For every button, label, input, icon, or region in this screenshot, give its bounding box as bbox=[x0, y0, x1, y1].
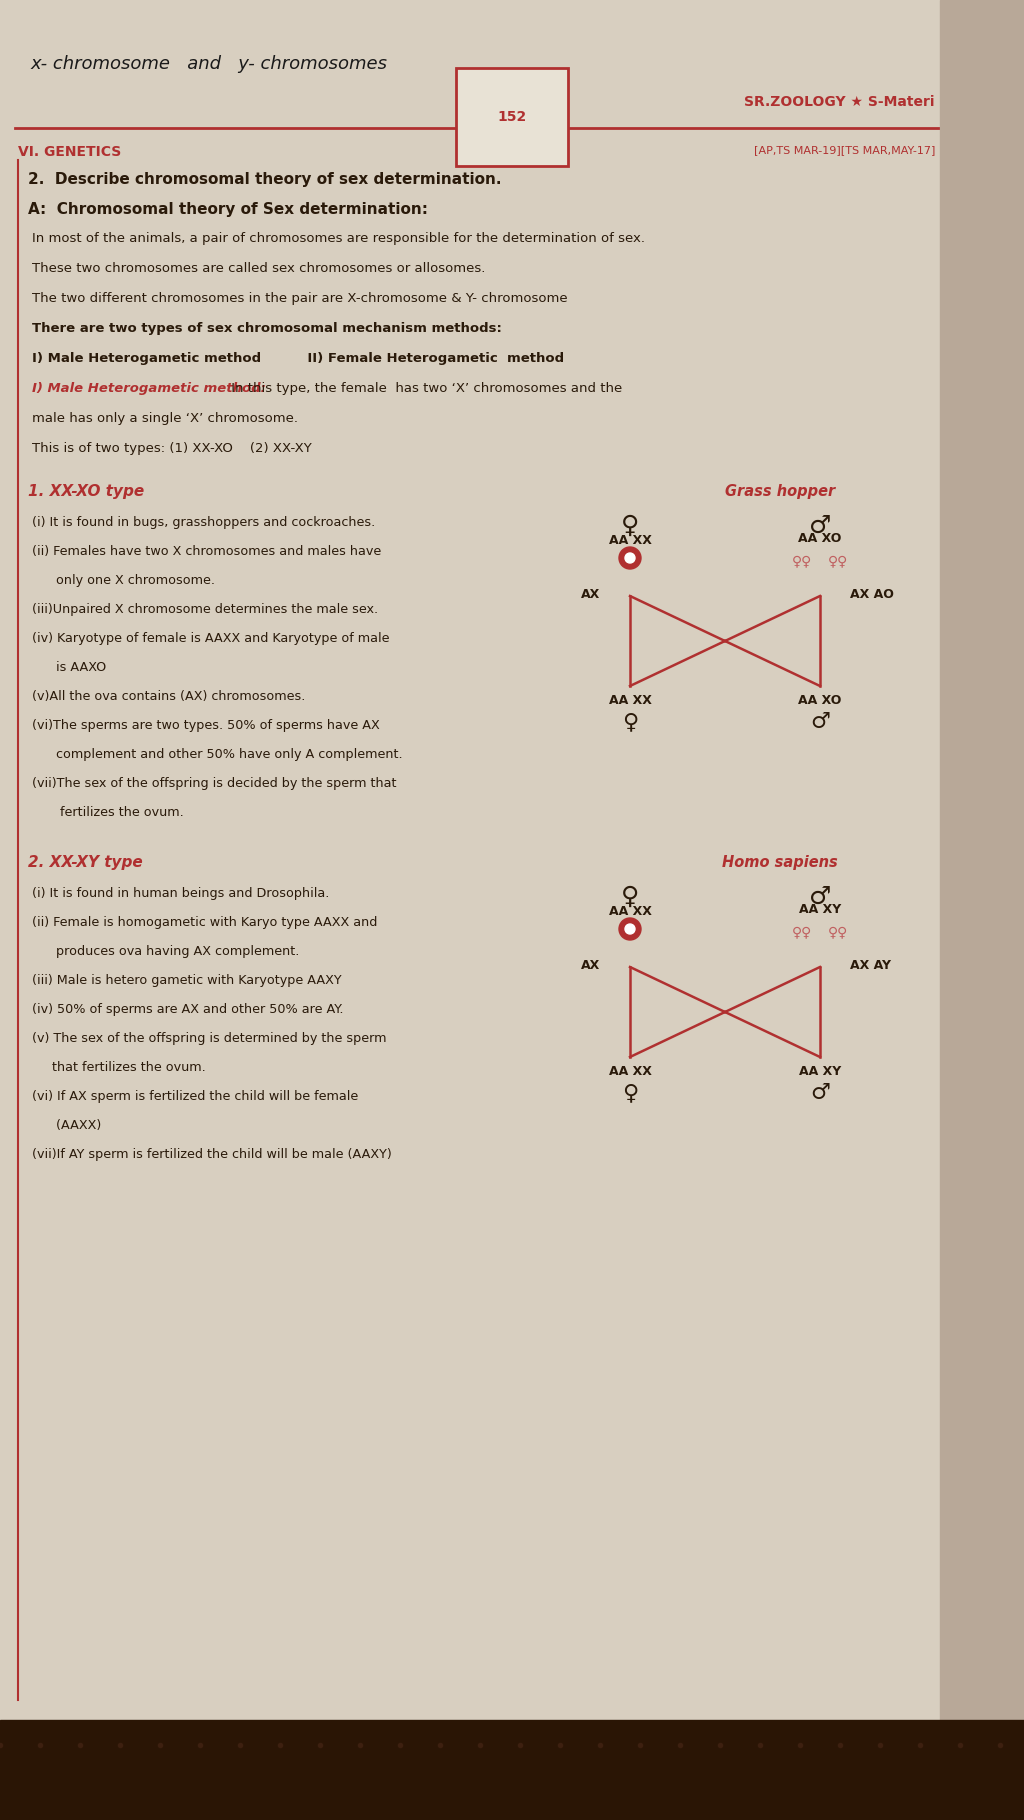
Text: AA XO: AA XO bbox=[799, 693, 842, 706]
Text: In most of the animals, a pair of chromosomes are responsible for the determinat: In most of the animals, a pair of chromo… bbox=[32, 231, 645, 246]
Text: The two different chromosomes in the pair are X-chromosome & Y- chromosome: The two different chromosomes in the pai… bbox=[32, 291, 567, 306]
Text: complement and other 50% have only A complement.: complement and other 50% have only A com… bbox=[32, 748, 402, 761]
Text: AX: AX bbox=[581, 588, 600, 601]
Bar bbox=[940, 0, 1024, 1820]
Text: x- chromosome   and   y- chromosomes: x- chromosome and y- chromosomes bbox=[30, 55, 387, 73]
Text: AX: AX bbox=[581, 959, 600, 972]
Text: This is of two types: (1) XX-XO    (2) XX-XY: This is of two types: (1) XX-XO (2) XX-X… bbox=[32, 442, 311, 455]
Text: 152: 152 bbox=[498, 109, 526, 124]
Text: AA XO: AA XO bbox=[799, 531, 842, 544]
Text: ♀♀: ♀♀ bbox=[792, 553, 812, 568]
Circle shape bbox=[618, 548, 641, 570]
Text: 2.  Describe chromosomal theory of sex determination.: 2. Describe chromosomal theory of sex de… bbox=[28, 173, 502, 187]
Text: (iv) Karyotype of female is AAXX and Karyotype of male: (iv) Karyotype of female is AAXX and Kar… bbox=[32, 632, 389, 644]
Text: ♀: ♀ bbox=[622, 712, 638, 732]
Text: (vi) If AX sperm is fertilized the child will be female: (vi) If AX sperm is fertilized the child… bbox=[32, 1090, 358, 1103]
Text: I) Male Heterogametic method:: I) Male Heterogametic method: bbox=[32, 382, 266, 395]
Text: 2. XX-XY type: 2. XX-XY type bbox=[28, 855, 142, 870]
Text: AA XX: AA XX bbox=[608, 693, 651, 706]
Text: ♂: ♂ bbox=[810, 1083, 830, 1103]
Text: only one X chromosome.: only one X chromosome. bbox=[32, 573, 215, 588]
Text: 1. XX-XO type: 1. XX-XO type bbox=[28, 484, 144, 499]
Text: (ii) Females have two X chromosomes and males have: (ii) Females have two X chromosomes and … bbox=[32, 544, 381, 559]
Text: (vii)If AY sperm is fertilized the child will be male (AAXY): (vii)If AY sperm is fertilized the child… bbox=[32, 1148, 392, 1161]
Text: AA XY: AA XY bbox=[799, 1065, 841, 1077]
Text: ♀: ♀ bbox=[621, 885, 639, 908]
Text: [AP,TS MAR-19][TS MAR,MAY-17]: [AP,TS MAR-19][TS MAR,MAY-17] bbox=[754, 146, 935, 155]
Text: (i) It is found in human beings and Drosophila.: (i) It is found in human beings and Dros… bbox=[32, 886, 330, 901]
Text: (v)All the ova contains (AX) chromosomes.: (v)All the ova contains (AX) chromosomes… bbox=[32, 690, 305, 703]
Text: (vi)The sperms are two types. 50% of sperms have AX: (vi)The sperms are two types. 50% of spe… bbox=[32, 719, 380, 732]
Text: is AAXO: is AAXO bbox=[32, 661, 106, 673]
Text: male has only a single ‘X’ chromosome.: male has only a single ‘X’ chromosome. bbox=[32, 411, 298, 426]
Text: (i) It is found in bugs, grasshoppers and cockroaches.: (i) It is found in bugs, grasshoppers an… bbox=[32, 517, 375, 530]
Text: (iii)Unpaired X chromosome determines the male sex.: (iii)Unpaired X chromosome determines th… bbox=[32, 602, 378, 615]
Text: produces ova having AX complement.: produces ova having AX complement. bbox=[32, 945, 299, 957]
Text: ♀♀: ♀♀ bbox=[792, 925, 812, 939]
Text: In this type, the female  has two ‘X’ chromosomes and the: In this type, the female has two ‘X’ chr… bbox=[227, 382, 623, 395]
Text: (vii)The sex of the offspring is decided by the sperm that: (vii)The sex of the offspring is decided… bbox=[32, 777, 396, 790]
Text: These two chromosomes are called sex chromosomes or allosomes.: These two chromosomes are called sex chr… bbox=[32, 262, 485, 275]
Text: AX AY: AX AY bbox=[850, 959, 891, 972]
Text: ♂: ♂ bbox=[809, 513, 831, 539]
Text: There are two types of sex chromosomal mechanism methods:: There are two types of sex chromosomal m… bbox=[32, 322, 502, 335]
Text: VI. GENETICS: VI. GENETICS bbox=[18, 146, 121, 158]
Text: I) Male Heterogametic method          II) Female Heterogametic  method: I) Male Heterogametic method II) Female … bbox=[32, 351, 564, 366]
Text: AA XY: AA XY bbox=[799, 903, 841, 915]
Text: ♂: ♂ bbox=[810, 712, 830, 732]
Text: (AAXX): (AAXX) bbox=[32, 1119, 101, 1132]
Circle shape bbox=[625, 553, 635, 562]
Text: SR.ZOOLOGY ★ S-Materi: SR.ZOOLOGY ★ S-Materi bbox=[744, 95, 935, 109]
Text: ♀: ♀ bbox=[621, 513, 639, 539]
Text: AX AO: AX AO bbox=[850, 588, 894, 601]
Text: ♀♀: ♀♀ bbox=[827, 925, 848, 939]
Text: fertilizes the ovum.: fertilizes the ovum. bbox=[32, 806, 183, 819]
Text: Homo sapiens: Homo sapiens bbox=[722, 855, 838, 870]
Text: that fertilizes the ovum.: that fertilizes the ovum. bbox=[32, 1061, 206, 1074]
Text: (v) The sex of the offspring is determined by the sperm: (v) The sex of the offspring is determin… bbox=[32, 1032, 386, 1045]
Bar bbox=[0, 1720, 1024, 1820]
Text: ♀♀: ♀♀ bbox=[827, 553, 848, 568]
Text: ♀: ♀ bbox=[622, 1083, 638, 1103]
Text: (iii) Male is hetero gametic with Karyotype AAXY: (iii) Male is hetero gametic with Karyot… bbox=[32, 974, 342, 986]
Circle shape bbox=[618, 917, 641, 939]
Text: A:  Chromosomal theory of Sex determination:: A: Chromosomal theory of Sex determinati… bbox=[28, 202, 428, 217]
Text: ♂: ♂ bbox=[809, 885, 831, 908]
Circle shape bbox=[625, 925, 635, 934]
Text: Grass hopper: Grass hopper bbox=[725, 484, 836, 499]
Text: AA XX: AA XX bbox=[608, 533, 651, 548]
Text: (ii) Female is homogametic with Karyo type AAXX and: (ii) Female is homogametic with Karyo ty… bbox=[32, 915, 378, 928]
Text: AA XX: AA XX bbox=[608, 905, 651, 917]
Text: AA XX: AA XX bbox=[608, 1065, 651, 1077]
Text: (iv) 50% of sperms are AX and other 50% are AY.: (iv) 50% of sperms are AX and other 50% … bbox=[32, 1003, 343, 1016]
